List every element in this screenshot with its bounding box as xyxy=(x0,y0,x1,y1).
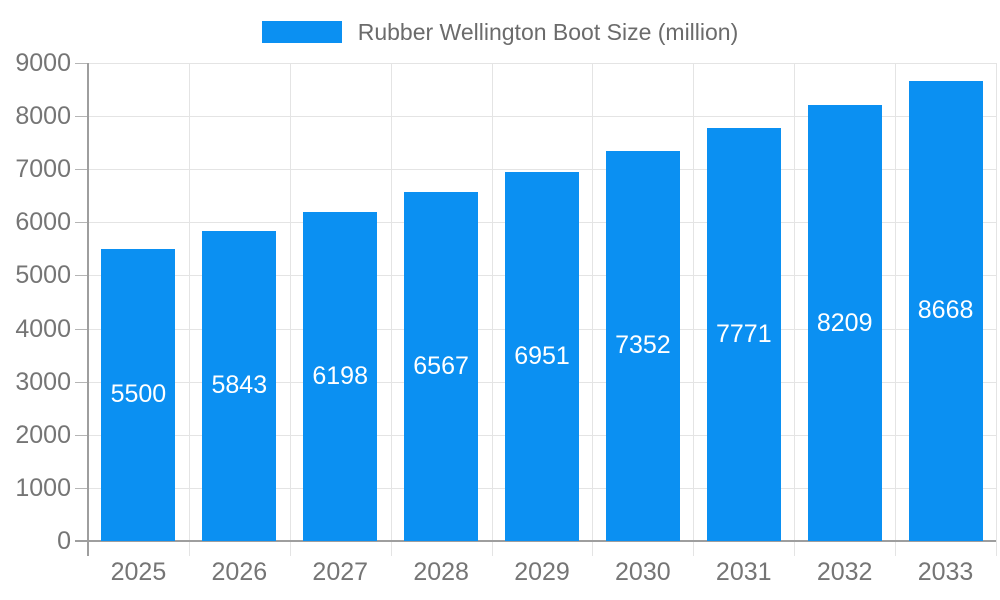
x-tick-label: 2026 xyxy=(211,558,268,586)
bar-value-label: 6951 xyxy=(514,341,570,370)
category-boundary-line xyxy=(693,63,695,556)
x-tick-label: 2027 xyxy=(312,558,369,586)
y-axis-tick xyxy=(75,63,88,64)
y-axis-line xyxy=(87,63,89,556)
bar[interactable]: 6198 xyxy=(303,211,378,541)
gridline-y xyxy=(88,116,996,118)
bar-value-label: 5843 xyxy=(211,371,268,400)
bar-value-label: 6198 xyxy=(312,361,368,390)
legend-label: Rubber Wellington Boot Size (million) xyxy=(357,18,739,45)
y-tick-label: 3000 xyxy=(15,367,71,396)
y-axis-tick xyxy=(75,328,88,330)
category-boundary-line xyxy=(592,63,594,556)
y-tick-label: 4000 xyxy=(15,314,71,343)
x-tick-label: 2030 xyxy=(615,558,671,586)
x-tick-label: 2028 xyxy=(413,558,469,586)
category-boundary-line xyxy=(188,63,190,556)
category-boundary-line xyxy=(289,63,291,556)
y-axis-tick xyxy=(75,222,88,224)
x-tick-label: 2033 xyxy=(917,558,974,586)
y-axis-tick xyxy=(75,487,88,489)
bar[interactable]: 6951 xyxy=(505,171,579,541)
legend[interactable]: Rubber Wellington Boot Size (million) xyxy=(0,18,1000,45)
x-tick-label: 2031 xyxy=(715,558,772,586)
gridline-y xyxy=(88,63,996,64)
y-axis-tick xyxy=(75,275,88,277)
bar-value-label: 7352 xyxy=(615,331,671,360)
category-boundary-line xyxy=(491,63,493,556)
category-boundary-line xyxy=(794,63,796,556)
bar[interactable]: 8668 xyxy=(908,80,983,541)
y-axis-tick xyxy=(75,434,88,436)
bar-value-label: 8209 xyxy=(816,308,873,337)
legend-swatch-icon xyxy=(261,21,342,43)
bar[interactable]: 5500 xyxy=(101,248,176,541)
y-tick-label: 9000 xyxy=(15,49,71,77)
bar-value-label: 8668 xyxy=(917,296,974,325)
x-tick-label: 2032 xyxy=(816,558,873,586)
y-axis-tick xyxy=(75,116,88,118)
y-tick-label: 1000 xyxy=(15,473,71,502)
bar[interactable]: 8209 xyxy=(807,105,882,541)
bar-value-label: 7771 xyxy=(715,320,772,349)
bar[interactable]: 7352 xyxy=(605,150,680,541)
y-tick-label: 2000 xyxy=(15,420,71,449)
y-tick-label: 8000 xyxy=(15,102,71,131)
category-boundary-line xyxy=(390,63,392,556)
y-tick-label: 7000 xyxy=(15,155,71,184)
x-tick-label: 2029 xyxy=(514,558,570,586)
bar[interactable]: 6567 xyxy=(404,192,479,541)
category-boundary-line xyxy=(996,63,997,556)
y-axis-tick xyxy=(75,381,88,383)
bar[interactable]: 5843 xyxy=(202,230,277,541)
y-tick-label: 0 xyxy=(57,527,71,555)
gridline-y xyxy=(88,169,996,171)
bar-value-label: 6567 xyxy=(413,352,469,381)
category-boundary-line xyxy=(895,63,897,556)
x-tick-label: 2025 xyxy=(110,558,167,586)
bar[interactable]: 7771 xyxy=(706,128,781,541)
y-tick-label: 6000 xyxy=(15,208,71,237)
y-axis-tick xyxy=(75,169,88,171)
y-tick-label: 5000 xyxy=(15,261,71,290)
x-axis-line xyxy=(75,540,996,542)
bar-value-label: 5500 xyxy=(110,380,167,409)
